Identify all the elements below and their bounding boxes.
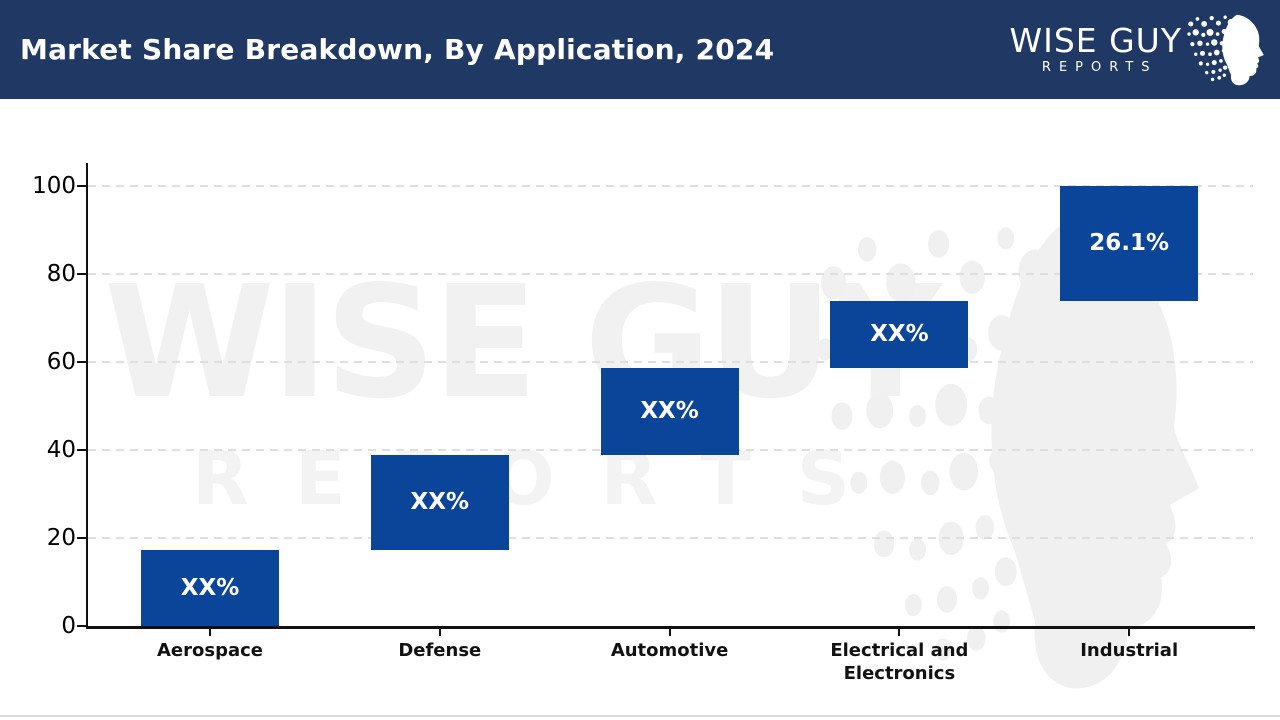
bar-automotive: XX% [600,367,739,455]
y-tick-label-60: 60 [46,349,76,375]
bar-defense: XX% [370,454,509,550]
bar-aerospace: XX% [141,549,279,626]
bar-value-label: XX% [410,489,470,516]
y-tick-label-0: 0 [61,613,76,639]
y-tick-mark-80 [77,273,86,275]
header-bar: Market Share Breakdown, By Application, … [0,0,1280,99]
y-tick-mark-60 [77,361,86,363]
gridline-80 [88,273,1253,275]
x-tick-mark-0 [209,629,211,636]
x-category-label-2: Automotive [610,640,729,661]
y-tick-mark-100 [77,185,86,187]
gridline-100 [88,185,1253,187]
x-category-label-4: Industrial [1080,640,1179,661]
bar-industrial: 26.1% [1060,186,1199,301]
y-tick-label-100: 100 [32,173,76,199]
brand-logo: WISE GUY REPORTS [1009,5,1268,94]
bar-electrical-and-electronics: XX% [830,300,969,368]
bar-value-label: XX% [640,398,699,425]
bottom-border [0,715,1280,717]
bar-value-label: XX% [180,574,240,601]
logo-wordmark: WISE GUY REPORTS [1009,20,1182,76]
x-tick-mark-2 [668,629,671,636]
y-tick-mark-0 [77,625,86,627]
logo-primary-text: WISE GUY [1009,20,1182,60]
x-category-label-3: Electrical and Electronics [830,640,969,684]
gridline-20 [88,537,1253,539]
y-tick-label-40: 40 [46,437,76,463]
page-title: Market Share Breakdown, By Application, … [20,33,775,66]
bar-value-label: XX% [870,321,929,348]
logo-secondary-text: REPORTS [1041,60,1158,76]
y-tick-label-20: 20 [46,525,76,551]
x-tick-mark-4 [1128,629,1131,636]
x-tick-mark-1 [438,629,441,636]
y-axis-line [86,163,88,629]
x-category-label-1: Defense [398,640,482,661]
bar-value-label: 26.1% [1089,230,1170,257]
x-axis-line [86,626,1255,629]
y-tick-label-80: 80 [46,261,76,287]
y-tick-mark-40 [77,449,86,451]
x-category-label-0: Aerospace [156,640,263,661]
y-tick-mark-20 [77,537,86,539]
x-tick-mark-3 [898,629,901,636]
gridline-60 [88,361,1253,363]
